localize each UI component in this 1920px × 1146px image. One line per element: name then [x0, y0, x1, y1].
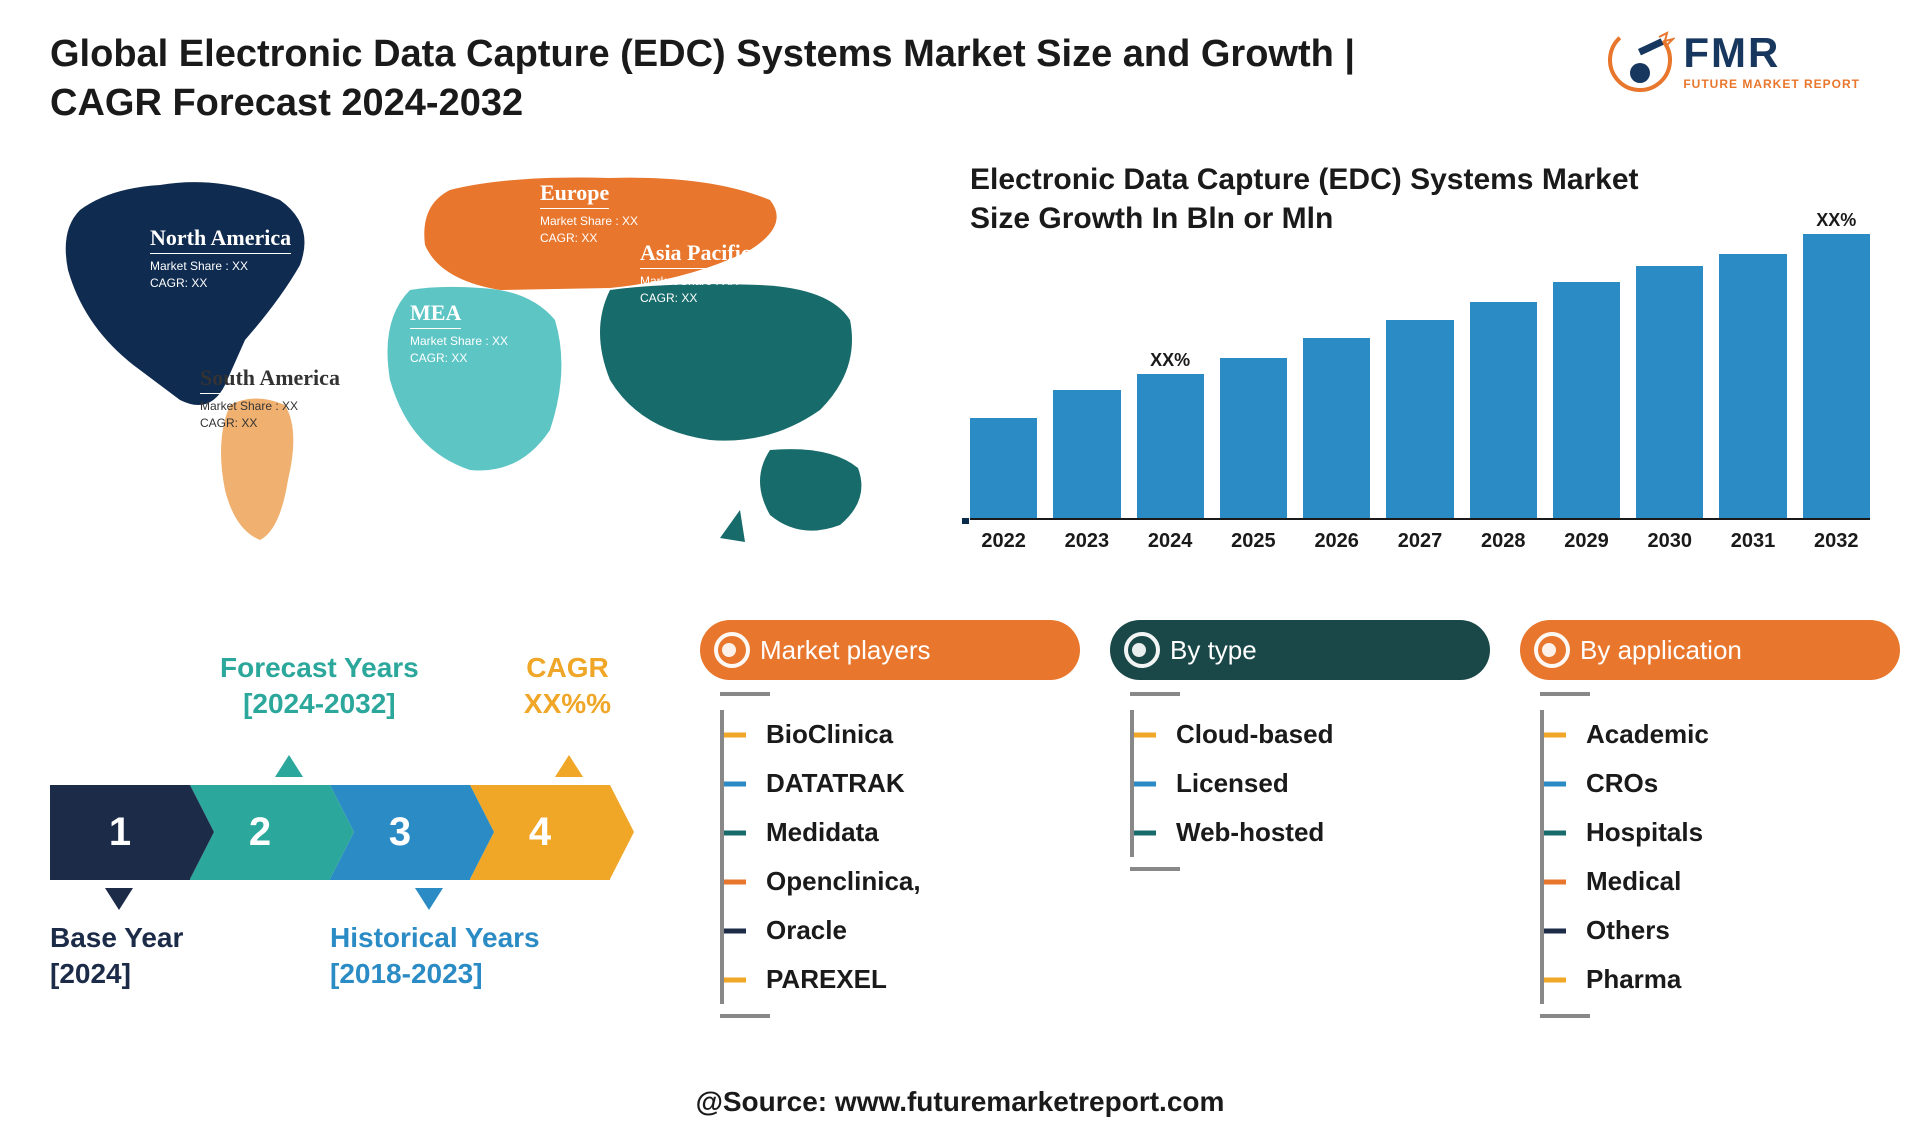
page-title: Global Electronic Data Capture (EDC) Sys… [50, 30, 1450, 129]
chart-marker [962, 518, 969, 524]
list-tick-icon [724, 977, 746, 982]
bar-item: 2024XX% [1137, 374, 1204, 518]
chart-title: Electronic Data Capture (EDC) Systems Ma… [970, 160, 1690, 238]
map-region-label: EuropeMarket Share : XXCAGR: XX [540, 180, 638, 247]
list-tick-icon [1134, 830, 1156, 835]
bar-year-label: 2031 [1731, 530, 1776, 553]
chart-baseline [970, 518, 1870, 520]
logo-subtitle: FUTURE MARKET REPORT [1683, 77, 1860, 91]
list-tick-icon [1134, 732, 1156, 737]
section-list-item: DATATRAK [766, 759, 1080, 808]
section-list-item: Pharma [1586, 955, 1900, 1004]
bar [1719, 254, 1786, 518]
section-list-item: Oracle [766, 906, 1080, 955]
timeline-panel: Forecast Years[2024-2032] CAGR XX%% 1234… [50, 620, 630, 1040]
base-year-label: Base Year[2024] [50, 920, 183, 993]
section-list-item: PAREXEL [766, 955, 1080, 1004]
market-players-section: Market players BioClinicaDATATRAKMedidat… [700, 620, 1080, 1004]
bar-item: 2025 [1220, 358, 1287, 518]
bar-year-label: 2022 [981, 530, 1026, 553]
list-tick-icon [724, 928, 746, 933]
bar-value-label: XX% [1150, 350, 1190, 371]
list-tick-icon [724, 879, 746, 884]
bar-year-label: 2025 [1231, 530, 1276, 553]
bar-year-label: 2026 [1314, 530, 1359, 553]
triangle-down-icon [415, 888, 443, 910]
bar-year-label: 2030 [1648, 530, 1693, 553]
map-region-label: Asia PacificMarket Share : XXCAGR: XX [640, 240, 751, 307]
bar-year-label: 2023 [1065, 530, 1110, 553]
by-type-section: By type Cloud-basedLicensedWeb-hosted [1110, 620, 1490, 857]
list-tick-icon [724, 830, 746, 835]
bar-year-label: 2024 [1148, 530, 1193, 553]
bar-year-label: 2032 [1814, 530, 1859, 553]
section-list-item: BioClinica [766, 710, 1080, 759]
bar-year-label: 2027 [1398, 530, 1443, 553]
bar [1636, 266, 1703, 518]
bar-item: 2028 [1470, 302, 1537, 518]
section-list-item: Medidata [766, 808, 1080, 857]
bar-value-label: XX% [1816, 210, 1856, 231]
section-list-item: Academic [1586, 710, 1900, 759]
bar [1220, 358, 1287, 518]
list-tick-icon [1544, 879, 1566, 884]
section-list-item: Cloud-based [1176, 710, 1490, 759]
bar-item: 2027 [1386, 320, 1453, 518]
list-tick-icon [724, 781, 746, 786]
bar [1470, 302, 1537, 518]
header: Global Electronic Data Capture (EDC) Sys… [50, 30, 1870, 129]
triangle-up-icon [275, 755, 303, 777]
triangle-up-icon [555, 755, 583, 777]
section-list-item: Hospitals [1586, 808, 1900, 857]
section-list-item: Licensed [1176, 759, 1490, 808]
list-tick-icon [1544, 830, 1566, 835]
section-list-item: Medical [1586, 857, 1900, 906]
section-pill: By application [1520, 620, 1900, 680]
section-list-item: Web-hosted [1176, 808, 1490, 857]
brand-logo: FMR FUTURE MARKET REPORT [1605, 25, 1860, 95]
bar-year-label: 2028 [1481, 530, 1526, 553]
bar [1303, 338, 1370, 518]
telescope-icon [1605, 25, 1675, 95]
section-list-item: Others [1586, 906, 1900, 955]
section-list-item: CROs [1586, 759, 1900, 808]
forecast-years-label: Forecast Years[2024-2032] [220, 650, 419, 723]
by-application-section: By application AcademicCROsHospitalsMedi… [1520, 620, 1900, 1004]
list-tick-icon [1544, 928, 1566, 933]
section-list-item: Openclinica, [766, 857, 1080, 906]
section-pill: Market players [700, 620, 1080, 680]
bar [1386, 320, 1453, 518]
map-region-label: South AmericaMarket Share : XXCAGR: XX [200, 365, 340, 432]
bar [1137, 374, 1204, 518]
section-pill: By type [1110, 620, 1490, 680]
list-tick-icon [724, 732, 746, 737]
bar-item: 2030 [1636, 266, 1703, 518]
list-tick-icon [1544, 781, 1566, 786]
world-map: North AmericaMarket Share : XXCAGR: XX So… [50, 170, 920, 550]
bar [1803, 234, 1870, 518]
source-attribution: @Source: www.futuremarketreport.com [0, 1086, 1920, 1118]
map-region-label: MEAMarket Share : XXCAGR: XX [410, 300, 508, 367]
bar-item: 2029 [1553, 282, 1620, 518]
bar-item: 2023 [1053, 390, 1120, 518]
historical-years-label: Historical Years[2018-2023] [330, 920, 540, 993]
map-region-label: North AmericaMarket Share : XXCAGR: XX [150, 225, 291, 292]
list-tick-icon [1134, 781, 1156, 786]
bar-item: 2031 [1719, 254, 1786, 518]
cagr-label: CAGR XX%% [505, 650, 630, 723]
bar-item: 2032XX% [1803, 234, 1870, 518]
bar-item: 2022 [970, 418, 1037, 518]
list-tick-icon [1544, 977, 1566, 982]
bar-year-label: 2029 [1564, 530, 1609, 553]
bar-item: 2026 [1303, 338, 1370, 518]
bar [970, 418, 1037, 518]
growth-bar-chart: Electronic Data Capture (EDC) Systems Ma… [970, 160, 1870, 560]
logo-text: FMR [1683, 29, 1860, 77]
list-tick-icon [1544, 732, 1566, 737]
chevron-block: 1 [50, 785, 190, 880]
triangle-down-icon [105, 888, 133, 910]
bar [1553, 282, 1620, 518]
bar [1053, 390, 1120, 518]
